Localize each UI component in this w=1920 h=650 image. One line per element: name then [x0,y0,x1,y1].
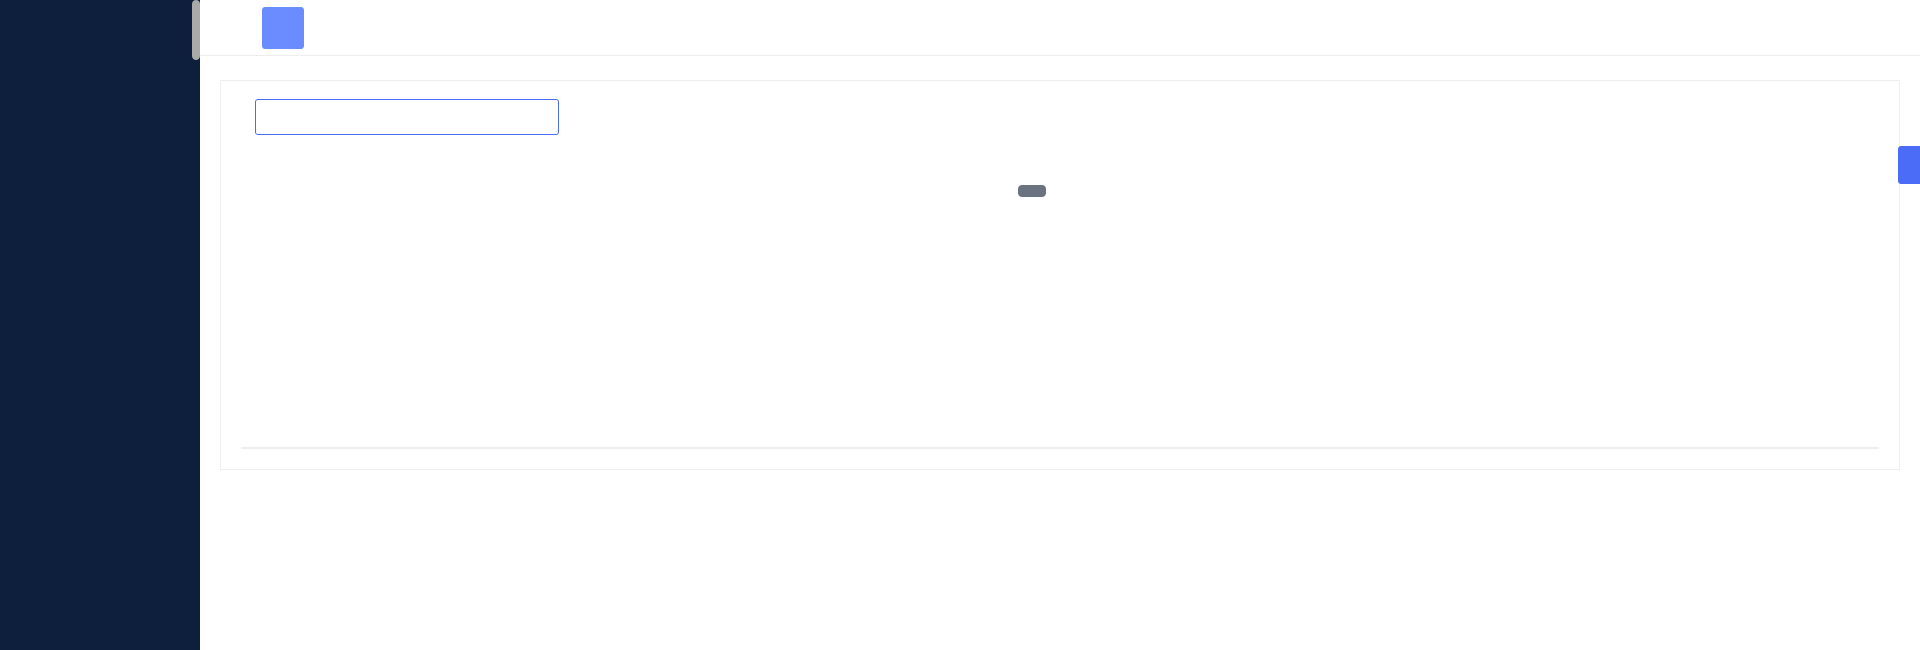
refresh-link[interactable] [1884,72,1890,90]
main-area [200,0,1920,650]
sidebar-scrollbar[interactable] [192,0,200,60]
sub-tab-bar [200,56,1920,70]
content-panel [220,80,1900,470]
side-collapse-toggle[interactable] [1898,146,1920,184]
chart-tooltip [1018,185,1046,197]
department-select[interactable] [255,99,559,135]
sidebar [0,0,200,650]
chart-svg [311,155,1869,425]
tab-salary-report[interactable] [262,7,304,49]
filter-row [241,81,1879,149]
chart [241,155,1879,425]
stats-table [241,447,1879,449]
tab-bar [200,0,1920,56]
